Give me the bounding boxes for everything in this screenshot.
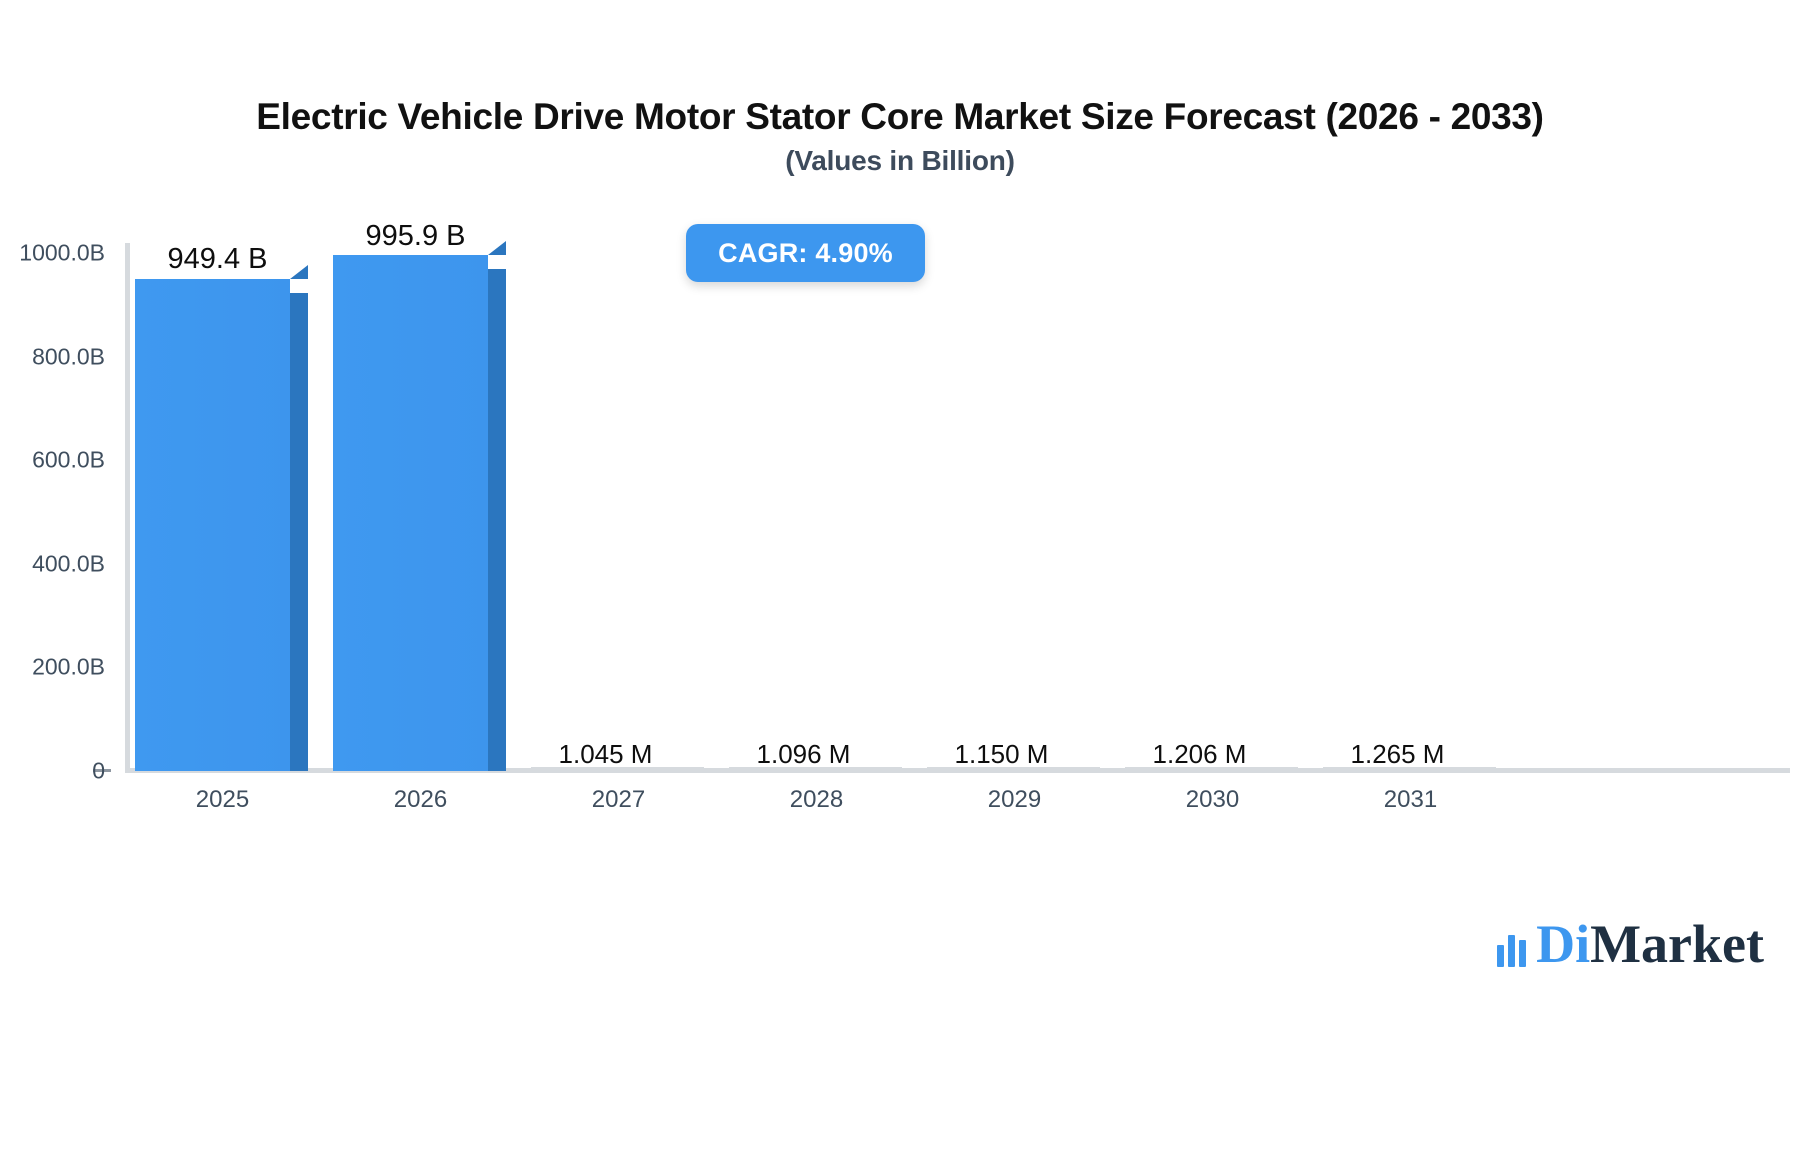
- bar-value-label-2029: 1.150 M: [954, 739, 1049, 769]
- page-title: Electric Vehicle Drive Motor Stator Core…: [256, 96, 1544, 137]
- bar-face-2027[interactable]: [531, 767, 704, 771]
- x-tick-2029: 2029: [987, 786, 1042, 813]
- x-tick-2025: 2025: [195, 786, 250, 813]
- bar-value-label-2031: 1.265 M: [1350, 739, 1445, 769]
- y-tick-0: 0: [92, 757, 105, 784]
- logo-text-primary: Di: [1536, 914, 1591, 974]
- cagr-badge-label: CAGR: 4.90%: [718, 237, 893, 268]
- bar-face-2026[interactable]: [333, 255, 488, 771]
- y-tick-1000: 1000.0B: [19, 239, 105, 266]
- bar-value-label-2030: 1.206 M: [1152, 739, 1247, 769]
- bars-layer: [125, 0, 1790, 1156]
- dimarket-logo: DiMarket: [1497, 917, 1764, 971]
- y-tick-200: 200.0B: [32, 653, 105, 680]
- bar-face-2030[interactable]: [1125, 767, 1298, 771]
- bar-group-2027[interactable]: [531, 0, 704, 1156]
- bar-side-2026: [488, 269, 506, 771]
- y-tick-400: 400.0B: [32, 550, 105, 577]
- x-tick-2026: 2026: [393, 786, 448, 813]
- bar-face-2025[interactable]: [135, 279, 290, 771]
- y-axis-zero-tick: [93, 769, 111, 772]
- x-tick-2030: 2030: [1185, 786, 1240, 813]
- logo-text: DiMarket: [1536, 917, 1764, 971]
- bar-face-2028[interactable]: [729, 767, 902, 771]
- y-axis-labels: 1000.0B 800.0B 600.0B 400.0B 200.0B 0: [0, 0, 105, 1156]
- bar-side-2025: [290, 293, 308, 771]
- y-tick-800: 800.0B: [32, 343, 105, 370]
- bar-chart-icon: [1497, 927, 1527, 971]
- bar-value-label-2027: 1.045 M: [558, 739, 653, 769]
- bar-value-label-2028: 1.096 M: [756, 739, 851, 769]
- bar-group-2030[interactable]: [1125, 0, 1298, 1156]
- bar-value-label-2025: 949.4 B: [167, 243, 268, 275]
- cagr-badge[interactable]: CAGR: 4.90%: [686, 224, 925, 282]
- x-tick-2031: 2031: [1383, 786, 1438, 813]
- x-tick-2028: 2028: [789, 786, 844, 813]
- y-axis-line: [125, 243, 130, 771]
- logo-text-secondary: Market: [1590, 914, 1764, 974]
- y-tick-600: 600.0B: [32, 446, 105, 473]
- bar-group-2029[interactable]: [927, 0, 1100, 1156]
- chart-subtitle: (Values in Billion): [785, 145, 1015, 176]
- bar-group-2031[interactable]: [1323, 0, 1496, 1156]
- bar-face-2031[interactable]: [1323, 767, 1496, 771]
- bar-value-label-2026: 995.9 B: [365, 220, 466, 252]
- bar-group-2025[interactable]: [135, 0, 308, 1156]
- bar-face-2029[interactable]: [927, 767, 1100, 771]
- bar-group-2026[interactable]: [333, 0, 506, 1156]
- x-tick-2027: 2027: [591, 786, 646, 813]
- bar-group-2028[interactable]: [729, 0, 902, 1156]
